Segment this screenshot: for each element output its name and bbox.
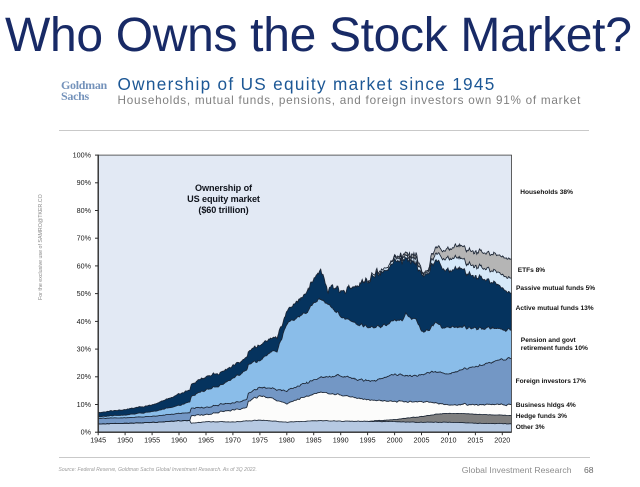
- svg-text:1960: 1960: [171, 436, 187, 445]
- svg-text:2020: 2020: [494, 436, 510, 445]
- svg-text:40%: 40%: [77, 317, 92, 326]
- svg-text:1945: 1945: [90, 436, 106, 445]
- svg-text:1965: 1965: [198, 436, 214, 445]
- svg-text:20%: 20%: [77, 372, 92, 381]
- svg-text:2000: 2000: [387, 436, 403, 445]
- svg-text:2005: 2005: [414, 436, 430, 445]
- svg-text:10%: 10%: [77, 400, 92, 409]
- svg-text:2010: 2010: [441, 436, 457, 445]
- svg-text:30%: 30%: [77, 345, 92, 354]
- svg-text:1970: 1970: [225, 436, 241, 445]
- svg-text:2015: 2015: [467, 436, 483, 445]
- svg-text:50%: 50%: [77, 289, 92, 298]
- svg-text:1955: 1955: [144, 436, 160, 445]
- svg-text:1990: 1990: [333, 436, 349, 445]
- svg-text:1975: 1975: [252, 436, 268, 445]
- svg-text:70%: 70%: [77, 234, 92, 243]
- svg-text:100%: 100%: [73, 151, 92, 160]
- svg-text:60%: 60%: [77, 261, 92, 270]
- svg-text:90%: 90%: [77, 178, 92, 187]
- svg-text:1995: 1995: [360, 436, 376, 445]
- svg-text:1950: 1950: [117, 436, 133, 445]
- svg-text:1985: 1985: [306, 436, 322, 445]
- svg-text:1980: 1980: [279, 436, 295, 445]
- svg-text:0%: 0%: [81, 428, 92, 437]
- svg-text:80%: 80%: [77, 206, 92, 215]
